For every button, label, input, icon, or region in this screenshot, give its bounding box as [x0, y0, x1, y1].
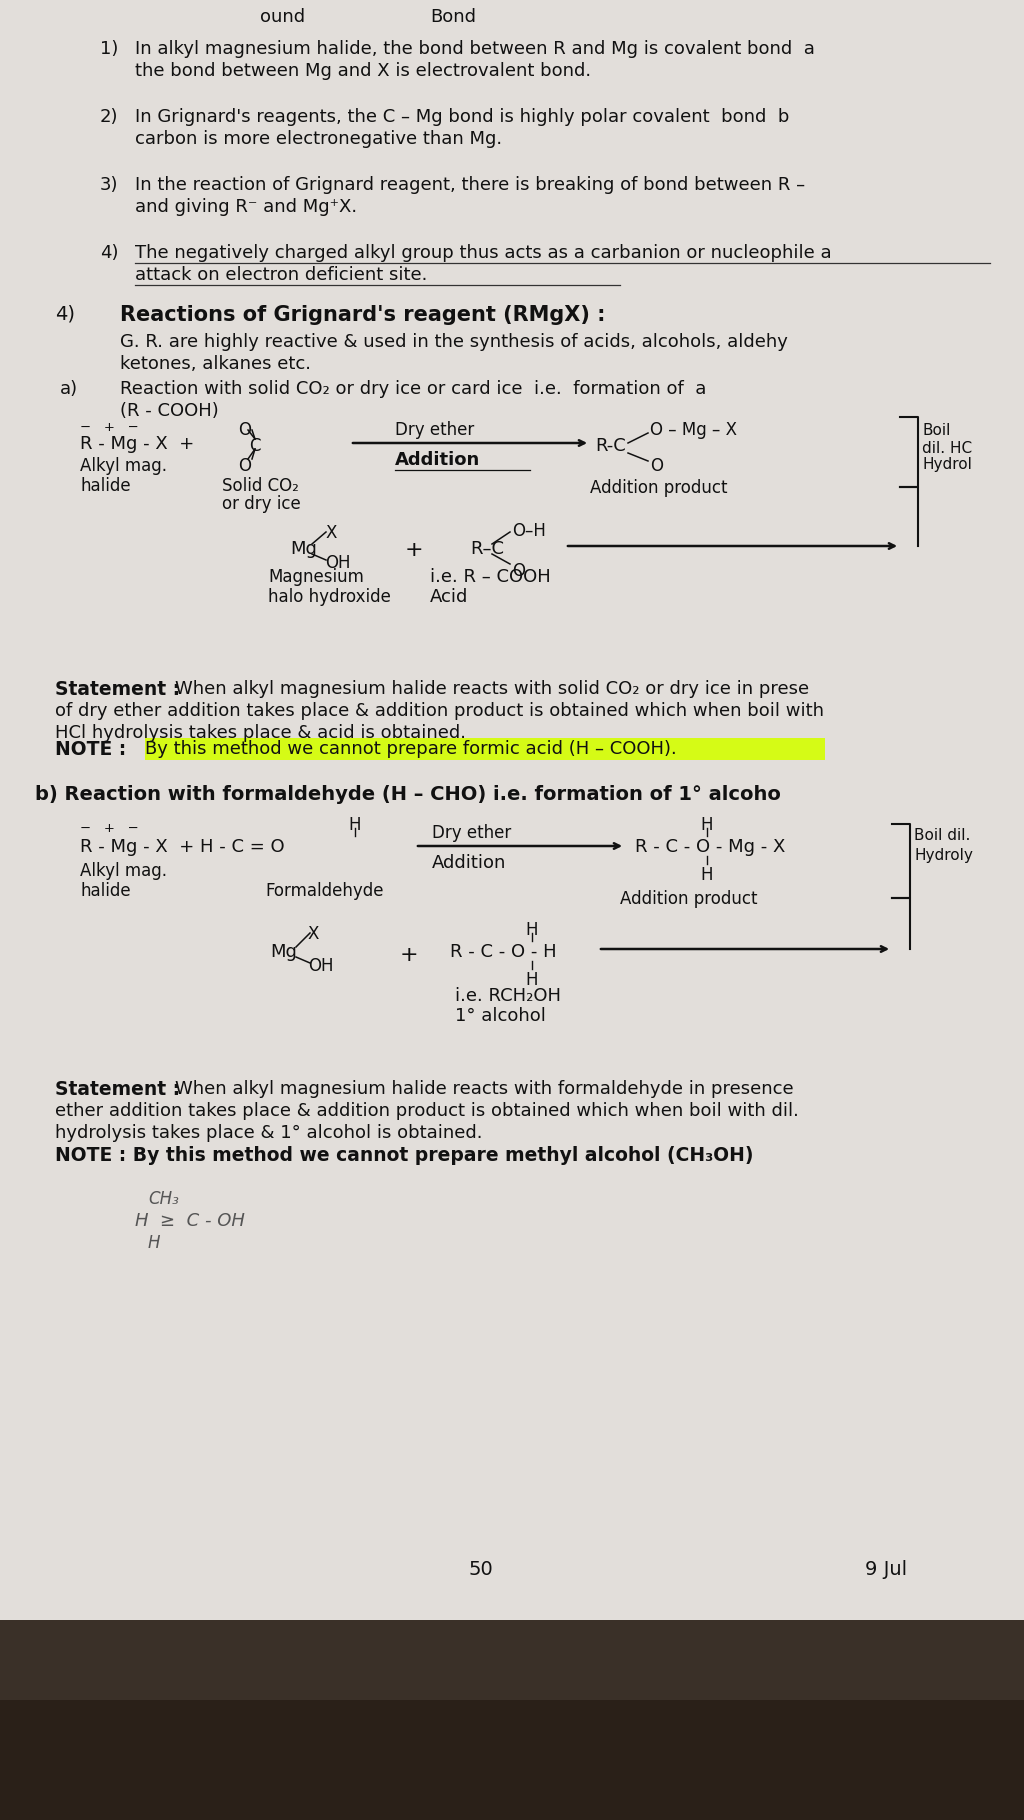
- Text: Statement :: Statement :: [55, 1079, 180, 1099]
- Bar: [0, 1620, 1024, 1820]
- Text: Reactions of Grignard's reagent (RMgX) :: Reactions of Grignard's reagent (RMgX) :: [120, 306, 605, 326]
- Text: Bond: Bond: [430, 7, 476, 25]
- Text: The negatively charged alkyl group thus acts as a carbanion or nucleophile a: The negatively charged alkyl group thus …: [135, 244, 831, 262]
- Text: halide: halide: [80, 477, 131, 495]
- Text: C: C: [249, 437, 260, 455]
- Text: 3): 3): [100, 177, 119, 195]
- Text: (R - COOH): (R - COOH): [120, 402, 219, 420]
- Text: When alkyl magnesium halide reacts with formaldehyde in presence: When alkyl magnesium halide reacts with …: [175, 1079, 794, 1097]
- Text: OH: OH: [325, 553, 350, 571]
- Text: 1): 1): [100, 40, 119, 58]
- Text: Dry ether: Dry ether: [432, 824, 511, 843]
- Text: In the reaction of Grignard reagent, there is breaking of bond between R –: In the reaction of Grignard reagent, the…: [135, 177, 805, 195]
- Text: ketones, alkanes etc.: ketones, alkanes etc.: [120, 355, 311, 373]
- Text: H  ≥  C - OH: H ≥ C - OH: [135, 1212, 245, 1230]
- Text: R-C: R-C: [595, 437, 626, 455]
- Text: Alkyl mag.: Alkyl mag.: [80, 863, 167, 881]
- Text: 1° alcohol: 1° alcohol: [455, 1006, 546, 1025]
- Text: −   +   −: − + −: [80, 823, 138, 835]
- Text: 9 Jul: 9 Jul: [865, 1560, 907, 1580]
- Text: O: O: [238, 420, 251, 439]
- Text: H: H: [700, 866, 713, 885]
- Text: R–C: R–C: [470, 541, 504, 559]
- Text: Formaldehyde: Formaldehyde: [265, 883, 384, 901]
- Text: +: +: [406, 541, 424, 561]
- Text: 4): 4): [55, 306, 75, 324]
- Text: Acid: Acid: [430, 588, 468, 606]
- Text: Boil dil.: Boil dil.: [914, 828, 971, 843]
- Bar: [145, 737, 825, 761]
- Text: +: +: [400, 945, 419, 965]
- Text: Addition: Addition: [432, 854, 507, 872]
- Text: Boil: Boil: [922, 422, 950, 439]
- Text: R - C - O - H: R - C - O - H: [450, 943, 557, 961]
- Text: When alkyl magnesium halide reacts with solid CO₂ or dry ice in prese: When alkyl magnesium halide reacts with …: [175, 681, 809, 699]
- Text: Statement :: Statement :: [55, 681, 180, 699]
- Text: O: O: [238, 457, 251, 475]
- Text: hydrolysis takes place & 1° alcohol is obtained.: hydrolysis takes place & 1° alcohol is o…: [55, 1125, 482, 1141]
- Text: O–H: O–H: [512, 522, 546, 541]
- Text: HCl hydrolysis takes place & acid is obtained.: HCl hydrolysis takes place & acid is obt…: [55, 724, 466, 743]
- Text: In alkyl magnesium halide, the bond between R and Mg is covalent bond  a: In alkyl magnesium halide, the bond betw…: [135, 40, 815, 58]
- Text: O: O: [650, 457, 663, 475]
- Text: i.e. R – COOH: i.e. R – COOH: [430, 568, 551, 586]
- Text: Dry ether: Dry ether: [395, 420, 474, 439]
- Text: H: H: [700, 815, 713, 834]
- Text: R - C - O - Mg - X: R - C - O - Mg - X: [635, 837, 785, 855]
- Text: In Grignard's reagents, the C – Mg bond is highly polar covalent  bond  b: In Grignard's reagents, the C – Mg bond …: [135, 107, 790, 126]
- Text: X: X: [325, 524, 336, 542]
- Text: halo hydroxide: halo hydroxide: [268, 588, 391, 606]
- Text: G. R. are highly reactive & used in the synthesis of acids, alcohols, aldehy: G. R. are highly reactive & used in the …: [120, 333, 787, 351]
- Text: H: H: [148, 1234, 161, 1252]
- Text: OH: OH: [308, 957, 334, 976]
- Text: −   +   −: − + −: [80, 420, 138, 433]
- Text: R - Mg - X  + H - C = O: R - Mg - X + H - C = O: [80, 837, 285, 855]
- Text: i.e. RCH₂OH: i.e. RCH₂OH: [455, 986, 561, 1005]
- Text: Hydroly: Hydroly: [914, 848, 973, 863]
- Text: Magnesium: Magnesium: [268, 568, 364, 586]
- Text: halide: halide: [80, 883, 131, 901]
- Text: of dry ether addition takes place & addition product is obtained which when boil: of dry ether addition takes place & addi…: [55, 703, 824, 721]
- Text: Solid CO₂: Solid CO₂: [222, 477, 299, 495]
- Text: and giving R⁻ and Mg⁺X.: and giving R⁻ and Mg⁺X.: [135, 198, 357, 217]
- Text: 4): 4): [100, 244, 119, 262]
- Text: dil. HC: dil. HC: [922, 440, 972, 457]
- Text: 50: 50: [468, 1560, 493, 1580]
- Text: b) Reaction with formaldehyde (H – CHO) i.e. formation of 1° alcoho: b) Reaction with formaldehyde (H – CHO) …: [35, 784, 781, 804]
- Text: NOTE :: NOTE :: [55, 741, 133, 759]
- Text: By this method we cannot prepare formic acid (H – COOH).: By this method we cannot prepare formic …: [145, 741, 677, 757]
- Text: CH₃: CH₃: [148, 1190, 179, 1208]
- Text: a): a): [60, 380, 78, 399]
- Text: carbon is more electronegative than Mg.: carbon is more electronegative than Mg.: [135, 129, 502, 147]
- Text: ether addition takes place & addition product is obtained which when boil with d: ether addition takes place & addition pr…: [55, 1101, 799, 1119]
- Text: Mg: Mg: [290, 541, 316, 559]
- Text: 2): 2): [100, 107, 119, 126]
- Text: H: H: [348, 815, 360, 834]
- Text: attack on electron deficient site.: attack on electron deficient site.: [135, 266, 427, 284]
- Text: ound: ound: [260, 7, 305, 25]
- Text: H: H: [525, 972, 538, 988]
- Text: O – Mg – X: O – Mg – X: [650, 420, 737, 439]
- Text: Alkyl mag.: Alkyl mag.: [80, 457, 167, 475]
- Text: R - Mg - X  +: R - Mg - X +: [80, 435, 195, 453]
- Text: or dry ice: or dry ice: [222, 495, 301, 513]
- Text: O: O: [512, 562, 525, 581]
- Text: Mg: Mg: [270, 943, 297, 961]
- Text: X: X: [308, 925, 319, 943]
- Text: Addition product: Addition product: [590, 479, 727, 497]
- Text: Addition: Addition: [395, 451, 480, 470]
- Text: NOTE : By this method we cannot prepare methyl alcohol (CH₃OH): NOTE : By this method we cannot prepare …: [55, 1147, 754, 1165]
- Text: the bond between Mg and X is electrovalent bond.: the bond between Mg and X is electrovale…: [135, 62, 591, 80]
- Text: Hydrol: Hydrol: [922, 457, 972, 471]
- Text: Reaction with solid CO₂ or dry ice or card ice  i.e.  formation of  a: Reaction with solid CO₂ or dry ice or ca…: [120, 380, 707, 399]
- Text: H: H: [525, 921, 538, 939]
- Text: Addition product: Addition product: [620, 890, 758, 908]
- Bar: [0, 1700, 1024, 1820]
